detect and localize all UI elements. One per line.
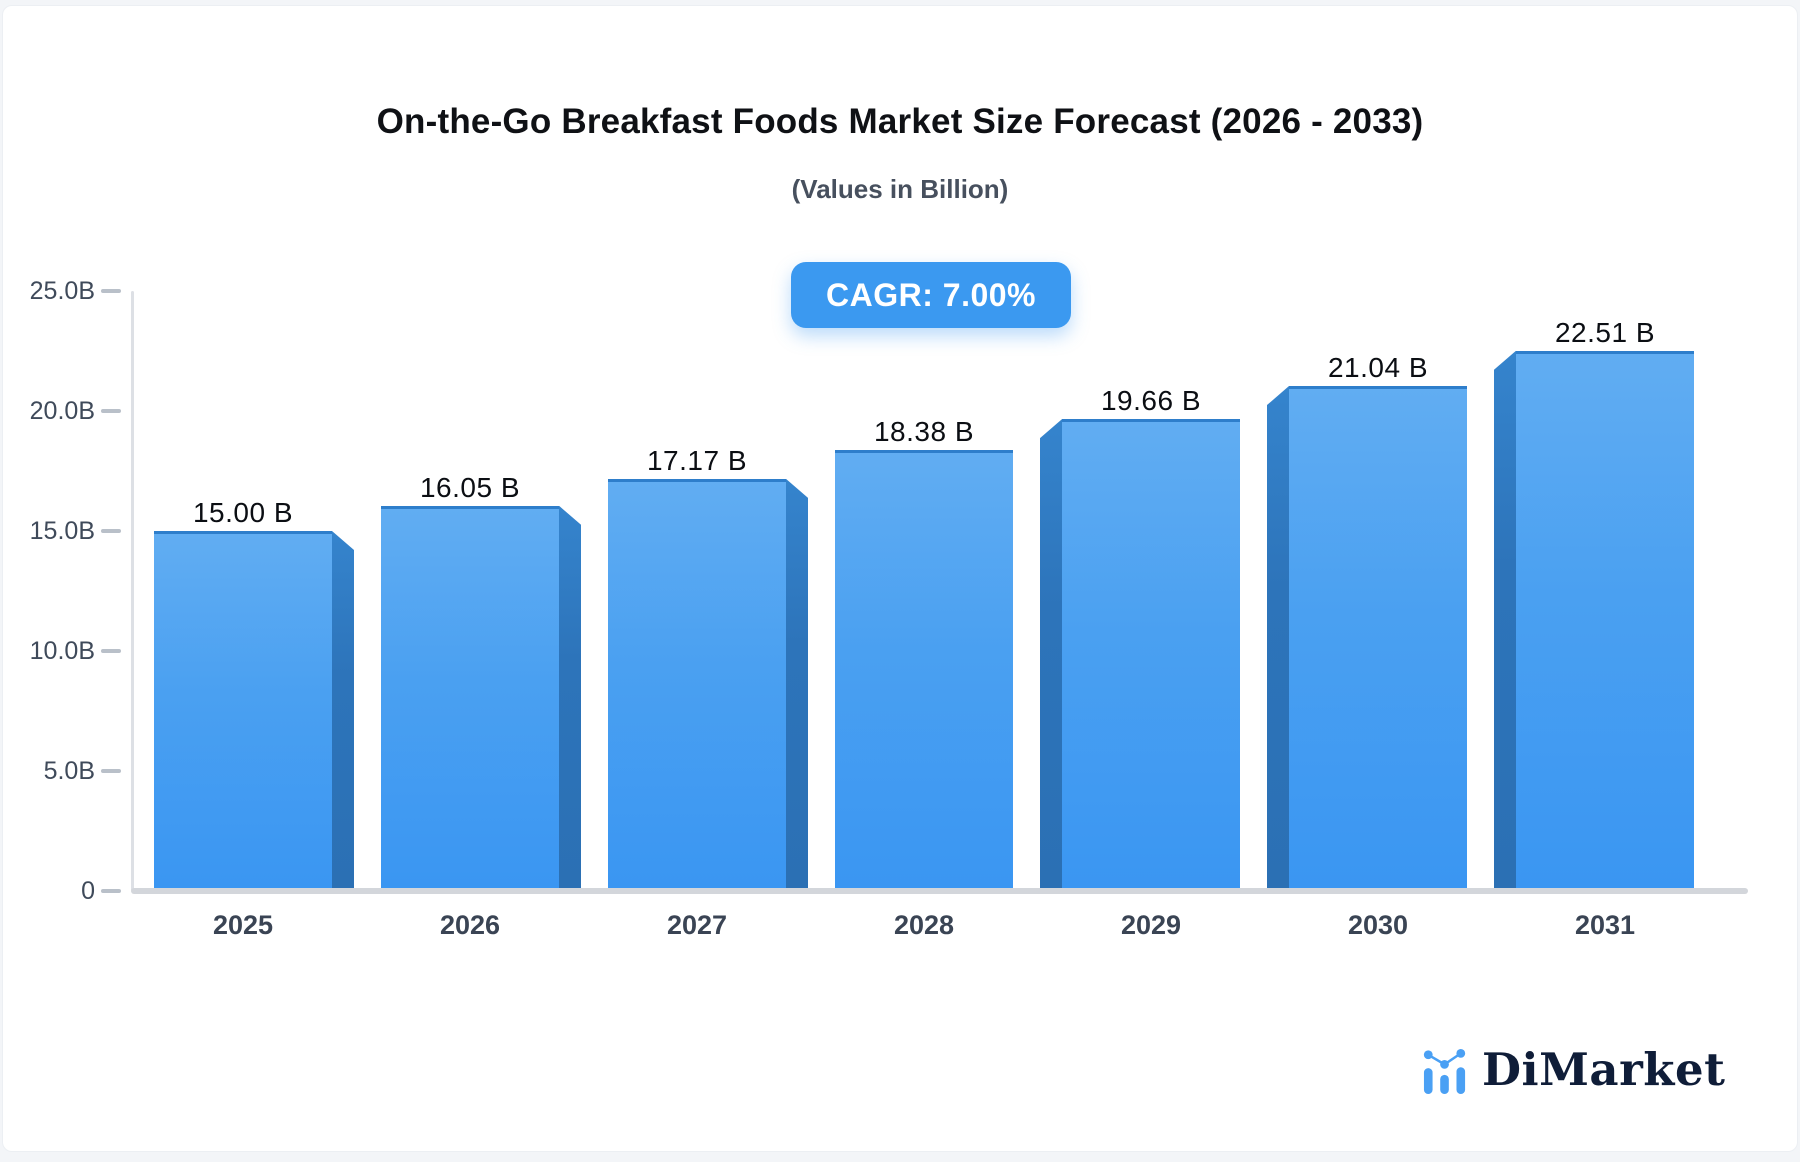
bar-side-2031 [1494,350,1516,891]
y-axis-tick-mark [101,409,121,413]
bar-value-label: 18.38 B [873,415,975,447]
chart-plot: 0 5.0B 10.0B 15.0B 20.0B 25.0B 15.00 B 2025 16.0… [3,6,1800,1162]
bar-2025 [154,531,332,891]
x-axis-tick-label: 2027 [666,910,728,940]
chart-card: On-the-Go Breakfast Foods Market Size Fo… [2,5,1798,1152]
bar-value-label: 21.04 B [1327,352,1429,384]
y-axis-tick-mark [101,649,121,653]
logo-text: DiMarket [1482,1043,1726,1096]
x-axis-baseline [131,888,1748,894]
bar-2026 [381,505,559,891]
bar-value-label: 19.66 B [1100,385,1202,417]
bar-2031 [1516,350,1694,891]
y-axis-tick-mark [101,529,121,533]
bar-value-label: 22.51 B [1554,316,1656,348]
bar-2029 [1062,419,1240,891]
y-axis-line [131,291,134,891]
bar-value-label: 15.00 B [192,497,294,528]
y-axis-tick-label: 10.0B [29,637,95,665]
y-axis-tick-label: 5.0B [43,757,95,785]
chart-subtitle: (Values in Billion) [791,174,1009,204]
y-axis-tick-label: 0 [81,877,95,905]
bar-side-2025 [332,531,354,891]
x-axis-tick-label: 2031 [1574,910,1636,940]
x-axis-tick-label: 2026 [439,910,501,940]
mini-bar-chart-icon [1423,1048,1466,1094]
x-axis-tick-label: 2030 [1347,910,1409,940]
x-axis-tick-label: 2028 [893,910,955,940]
y-axis-tick-label: 15.0B [29,517,95,545]
y-axis-tick-mark [101,889,121,893]
bar-2027 [608,478,786,891]
x-axis-tick-label: 2025 [212,910,274,940]
y-axis-tick-mark [101,289,121,293]
bar-value-label: 16.05 B [419,471,521,503]
x-axis-tick-label: 2029 [1120,910,1182,940]
y-axis-tick-label: 25.0B [29,277,95,305]
bar-side-2030 [1267,386,1289,891]
bar-side-2027 [786,478,808,891]
y-axis-tick-label: 20.0B [29,397,95,425]
y-axis-tick-mark [101,769,121,773]
bar-side-2029 [1040,419,1062,891]
logo: DiMarket [1423,1044,1725,1096]
chart-title: On-the-Go Breakfast Foods Market Size Fo… [376,102,1424,141]
bar-value-label: 17.17 B [646,444,748,476]
bar-side-2026 [559,505,581,891]
bar-2030 [1289,386,1467,891]
bar-2028 [835,449,1013,891]
cagr-badge: CAGR: 7.00% [791,262,1071,328]
